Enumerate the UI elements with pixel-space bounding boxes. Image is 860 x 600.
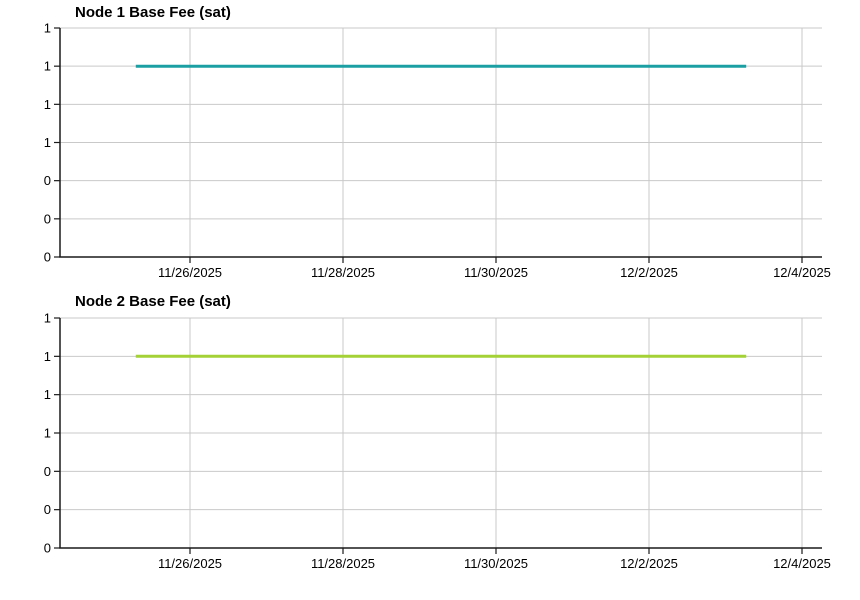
y-tick-label: 1 — [44, 311, 51, 326]
y-tick-label: 0 — [44, 502, 51, 517]
y-tick-label: 0 — [44, 250, 51, 265]
y-tick-label: 1 — [44, 426, 51, 441]
y-tick-label: 1 — [44, 135, 51, 150]
x-tick-label: 12/4/2025 — [773, 556, 831, 571]
chart-2-title: Node 2 Base Fee (sat) — [75, 293, 231, 310]
y-tick-label: 0 — [44, 464, 51, 479]
y-tick-label: 0 — [44, 541, 51, 556]
x-tick-label: 12/4/2025 — [773, 265, 831, 280]
x-tick-label: 12/2/2025 — [620, 556, 678, 571]
y-tick-label: 1 — [44, 59, 51, 74]
x-tick-label: 11/30/2025 — [464, 556, 528, 571]
x-tick-label: 11/28/2025 — [311, 265, 375, 280]
x-tick-label: 12/2/2025 — [620, 265, 678, 280]
x-tick-label: 11/26/2025 — [158, 265, 222, 280]
y-tick-label: 1 — [44, 387, 51, 402]
y-tick-label: 1 — [44, 349, 51, 364]
x-tick-label: 11/26/2025 — [158, 556, 222, 571]
x-tick-label: 11/30/2025 — [464, 265, 528, 280]
y-tick-label: 0 — [44, 173, 51, 188]
chart-2-plot: 1 1 1 1 0 0 0 11/26/2025 11/28/2025 11/30/2025 12/… — [44, 311, 831, 572]
y-tick-label: 1 — [44, 21, 51, 36]
y-tick-label: 0 — [44, 211, 51, 226]
y-tick-label: 1 — [44, 97, 51, 112]
chart-1-plot: 1 1 1 1 0 0 0 11/26/2025 11/28/2025 11/30/2025 12/… — [44, 21, 831, 281]
chart-1-title: Node 1 Base Fee (sat) — [75, 4, 231, 21]
x-tick-label: 11/28/2025 — [311, 556, 375, 571]
